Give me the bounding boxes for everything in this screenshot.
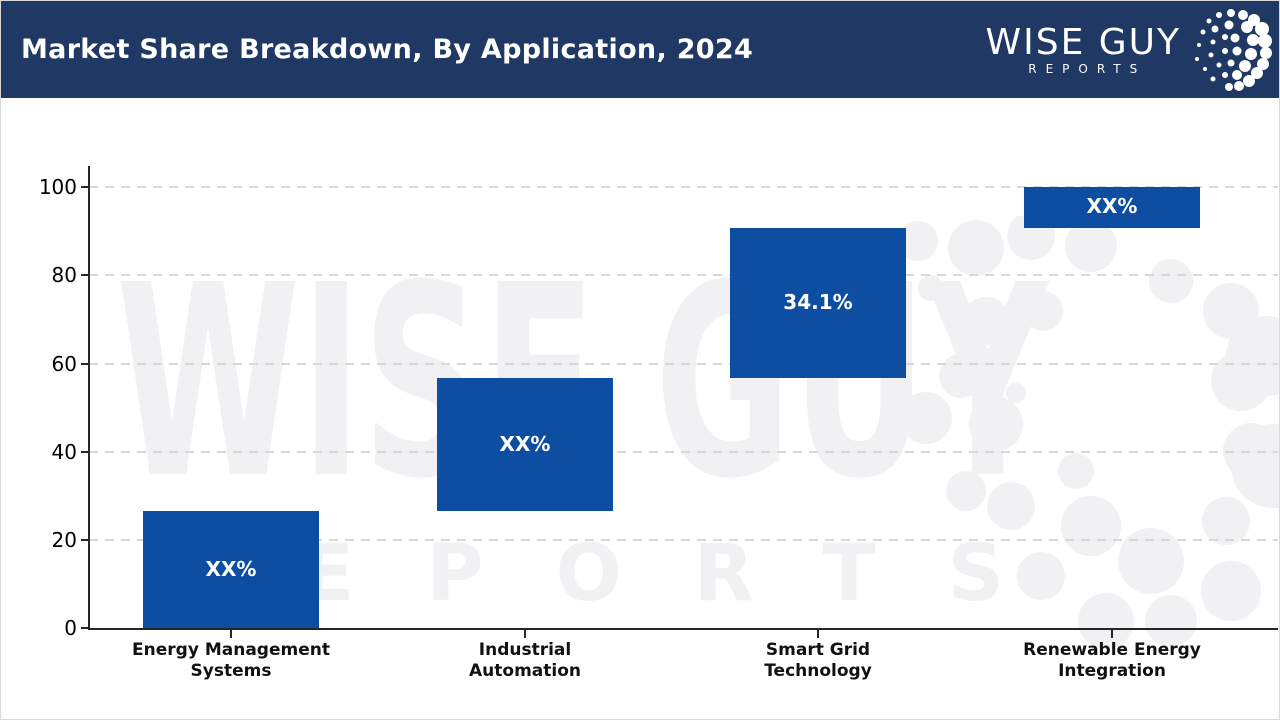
bar-3 — [730, 227, 906, 379]
gridline-y-20 — [89, 538, 1278, 541]
y-tick-label-80: 80 — [51, 263, 77, 288]
x-tick-4 — [1111, 630, 1113, 638]
gridline-y-80 — [89, 274, 1278, 277]
y-tick-label-20: 20 — [51, 527, 77, 552]
x-tick-1 — [230, 630, 232, 638]
brand-subtext: REPORTS — [1028, 62, 1147, 77]
bar-value-label-2: XX% — [499, 431, 551, 456]
page-title: Market Share Breakdown, By Application, … — [21, 34, 754, 65]
header-bar: Market Share Breakdown, By Application, … — [1, 1, 1279, 98]
x-category-label-2: Industrial Automation — [469, 640, 581, 681]
x-tick-2 — [524, 630, 526, 638]
x-category-label-1: Energy Management Systems — [132, 640, 330, 681]
y-tick-80 — [81, 274, 89, 277]
y-tick-0 — [81, 627, 89, 629]
watermark-head-dots — [898, 216, 1279, 649]
brand-logo-text: WISE GUY REPORTS — [985, 21, 1182, 77]
bar-4 — [1024, 187, 1200, 228]
y-axis-line — [88, 166, 90, 630]
x-category-label-4: Renewable Energy Integration — [1023, 640, 1201, 681]
x-axis-line — [88, 628, 1278, 630]
y-tick-label-0: 0 — [64, 616, 77, 640]
dotted-head-icon — [1195, 9, 1272, 91]
y-tick-label-40: 40 — [51, 439, 77, 464]
bar-2 — [437, 378, 613, 512]
y-tick-label-100: 100 — [38, 175, 77, 200]
bar-value-label-4: XX% — [1086, 194, 1138, 219]
y-tick-20 — [81, 538, 89, 541]
x-tick-3 — [817, 630, 819, 638]
gridline-y-60 — [89, 362, 1278, 365]
x-category-label-3: Smart Grid Technology — [764, 640, 872, 681]
brand-logo: WISE GUY REPORTS — [986, 5, 1274, 95]
y-tick-40 — [81, 450, 89, 453]
brand-wordmark: WISE GUY — [985, 21, 1181, 63]
y-tick-100 — [81, 186, 89, 189]
bar-value-label-3: 34.1% — [783, 289, 853, 314]
gridline-y-40 — [89, 450, 1278, 453]
gridline-y-100 — [89, 186, 1278, 189]
y-tick-label-60: 60 — [51, 351, 77, 376]
bar-1 — [143, 511, 319, 628]
bar-value-label-1: XX% — [205, 556, 257, 581]
y-tick-60 — [81, 362, 89, 365]
